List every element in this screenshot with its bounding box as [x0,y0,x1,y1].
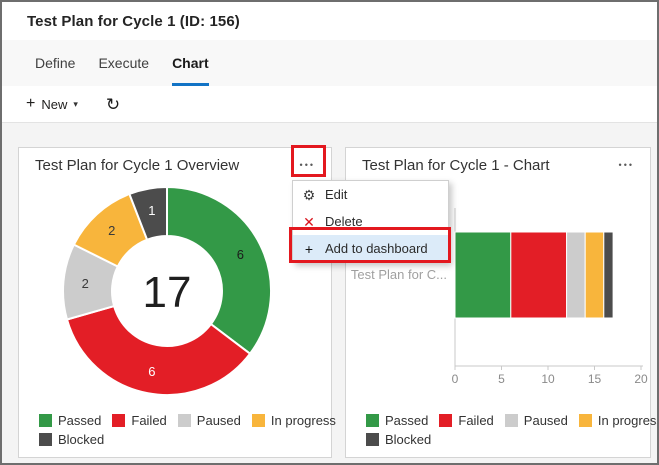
bar-widget-title: Test Plan for Cycle 1 - Chart [362,157,550,174]
menu-item-edit[interactable]: ⚙ Edit [293,181,448,208]
tab-chart[interactable]: Chart [172,40,209,86]
donut-segment-failed [65,304,252,396]
menu-item-label: Delete [325,214,363,229]
legend-swatch [39,414,52,427]
x-tick-label: 5 [498,372,505,386]
x-tick-label: 0 [452,372,459,386]
legend-item-blocked: Blocked [366,432,431,447]
legend-swatch [39,433,52,446]
donut-total-value: 17 [143,268,192,317]
donut-segment-value: 2 [82,276,89,291]
bar-widget-more-button[interactable]: ••• [617,157,636,174]
donut-segment-value: 2 [108,223,115,238]
annotation-box-ellipsis [291,145,326,177]
tab-bar: Define Execute Chart [2,40,657,86]
ellipsis-icon: ••• [299,160,315,170]
donut-chart: 6 6 2 2 1 17 [62,185,273,396]
legend-item-blocked: Blocked [39,432,104,447]
refresh-icon: ↻ [105,94,121,114]
menu-item-add-to-dashboard[interactable]: + Add to dashboard [293,235,448,262]
context-menu: ⚙ Edit ✕ Delete + Add to dashboard [292,180,449,263]
bar-segment-blocked [603,231,614,319]
donut-segment-value: 6 [148,364,155,379]
chevron-down-icon: ▾ [73,98,78,109]
overview-widget-title: Test Plan for Cycle 1 Overview [35,157,240,174]
new-button[interactable]: + New ▾ [20,92,84,116]
bar-widget-legend: Passed Failed Paused In progress Blocked [366,409,657,447]
bar-segment-in-progress [584,231,605,319]
legend-swatch [504,414,518,427]
toolbar: + New ▾ ↻ [2,86,657,123]
legend-item-passed: Passed [366,413,428,428]
tab-execute[interactable]: Execute [98,55,150,71]
donut-segment-value: 6 [237,247,244,262]
delete-x-icon: ✕ [303,213,315,230]
legend-item-in-progress: In progress [251,413,336,428]
overview-widget: Test Plan for Cycle 1 Overview ••• 6 6 2 2 1… [18,147,336,458]
tab-define[interactable]: Define [35,55,76,71]
legend-swatch [439,414,453,427]
bar-segment-passed [454,231,512,319]
donut-segment-value: 1 [148,203,155,218]
new-button-label: New [41,96,68,112]
charts-area: Test Plan for Cycle 1 Overview ••• 6 6 2 2 1… [2,123,657,463]
overview-more-button[interactable]: ••• [298,157,317,174]
overview-legend: Passed Failed Paused In progress Blocked [39,409,336,447]
menu-item-label: Add to dashboard [325,241,428,256]
legend-swatch [112,414,126,427]
legend-swatch [366,433,379,446]
legend-item-in-progress: In progress [578,413,657,428]
bar-segment-paused [566,231,586,319]
legend-swatch [578,414,592,427]
bar-category-label: Test Plan for C... [351,267,447,282]
bar-segment-failed [510,231,568,319]
page-title: Test Plan for Cycle 1 (ID: 156) [27,12,240,30]
refresh-button[interactable]: ↻ [106,96,120,113]
legend-item-paused: Paused [177,413,241,428]
annotation-box-add-to-dashboard [289,227,451,263]
legend-swatch [177,414,191,427]
legend-item-failed: Failed [439,413,494,428]
donut-segment-passed [166,185,273,356]
donut-segment-blocked [128,185,168,241]
x-tick-label: 20 [634,372,648,386]
x-tick-label: 10 [541,372,555,386]
legend-item-passed: Passed [39,413,101,428]
legend-item-failed: Failed [112,413,167,428]
legend-item-paused: Paused [504,413,568,428]
stacked-bar-chart: 0 5 10 15 20 Test Plan for C... [351,208,648,386]
page-header: Test Plan for Cycle 1 (ID: 156) [2,2,657,40]
plus-icon: + [304,240,314,257]
gear-icon: ⚙ [302,186,316,203]
plus-icon: + [26,95,36,112]
x-tick-label: 15 [588,372,602,386]
menu-item-label: Edit [325,187,348,202]
legend-swatch [366,414,379,427]
menu-item-delete[interactable]: ✕ Delete [293,208,448,235]
ellipsis-icon: ••• [618,160,634,170]
legend-swatch [251,414,265,427]
